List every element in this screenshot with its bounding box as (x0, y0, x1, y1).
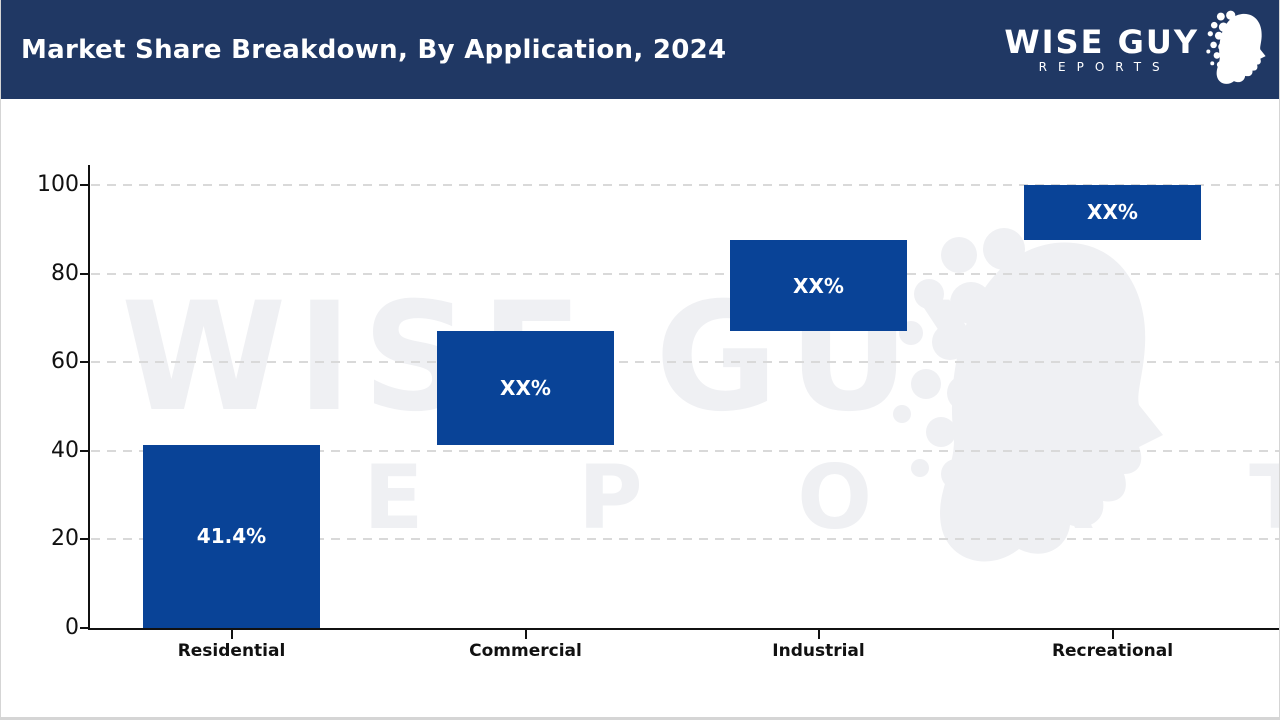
chart-area: WISE GUY R E P O R T S 02040608010041.4%… (1, 99, 1279, 717)
y-tick-100 (80, 184, 89, 186)
wise-guy-logo: WISE GUY REPORTS (1004, 10, 1267, 89)
y-tick-0 (80, 627, 89, 629)
y-tick-label: 60 (51, 349, 79, 375)
bar-value-label: XX% (793, 273, 844, 298)
watermark-face-icon (869, 225, 1169, 589)
x-category-label: Recreational (1051, 641, 1174, 661)
bar-recreational (1024, 185, 1201, 240)
x-category-label: Industrial (772, 641, 865, 661)
x-category-label: Commercial (469, 641, 582, 661)
gridline-20 (91, 538, 1279, 541)
bar-value-label: 41.4% (196, 524, 267, 549)
y-tick-80 (80, 272, 89, 275)
y-tick-label: 20 (51, 526, 79, 552)
y-tick-label: 100 (37, 172, 79, 197)
x-tick-commercial (524, 630, 527, 639)
logo-wordmark: WISE GUY (1004, 23, 1199, 61)
bar-residential (143, 444, 320, 628)
gridline-100 (91, 184, 1279, 186)
y-tick-label: 40 (51, 437, 79, 463)
logo-subtext: REPORTS (1038, 60, 1171, 74)
page-title: Market Share Breakdown, By Application, … (21, 34, 727, 65)
bar-value-label: XX% (500, 375, 551, 400)
y-tick-40 (80, 449, 89, 452)
y-tick-label: 0 (65, 615, 79, 640)
face-icon (1201, 10, 1267, 89)
logo-text: WISE GUY REPORTS (1004, 25, 1199, 74)
x-axis-line (88, 628, 1279, 630)
x-tick-residential (230, 630, 233, 639)
header-bar: Market Share Breakdown, By Application, … (1, 0, 1279, 99)
y-axis-line (88, 165, 90, 630)
bar-industrial (730, 239, 907, 332)
bar-value-label: XX% (1087, 200, 1138, 225)
x-category-label: Residential (177, 641, 286, 661)
y-tick-label: 80 (51, 260, 79, 286)
gridline-40 (91, 449, 1279, 452)
bar-commercial (437, 331, 614, 445)
y-tick-20 (80, 538, 89, 541)
y-tick-60 (80, 361, 89, 364)
x-tick-industrial (817, 630, 820, 639)
x-tick-recreational (1111, 630, 1114, 639)
gridline-60 (91, 361, 1279, 364)
gridline-80 (91, 272, 1279, 275)
